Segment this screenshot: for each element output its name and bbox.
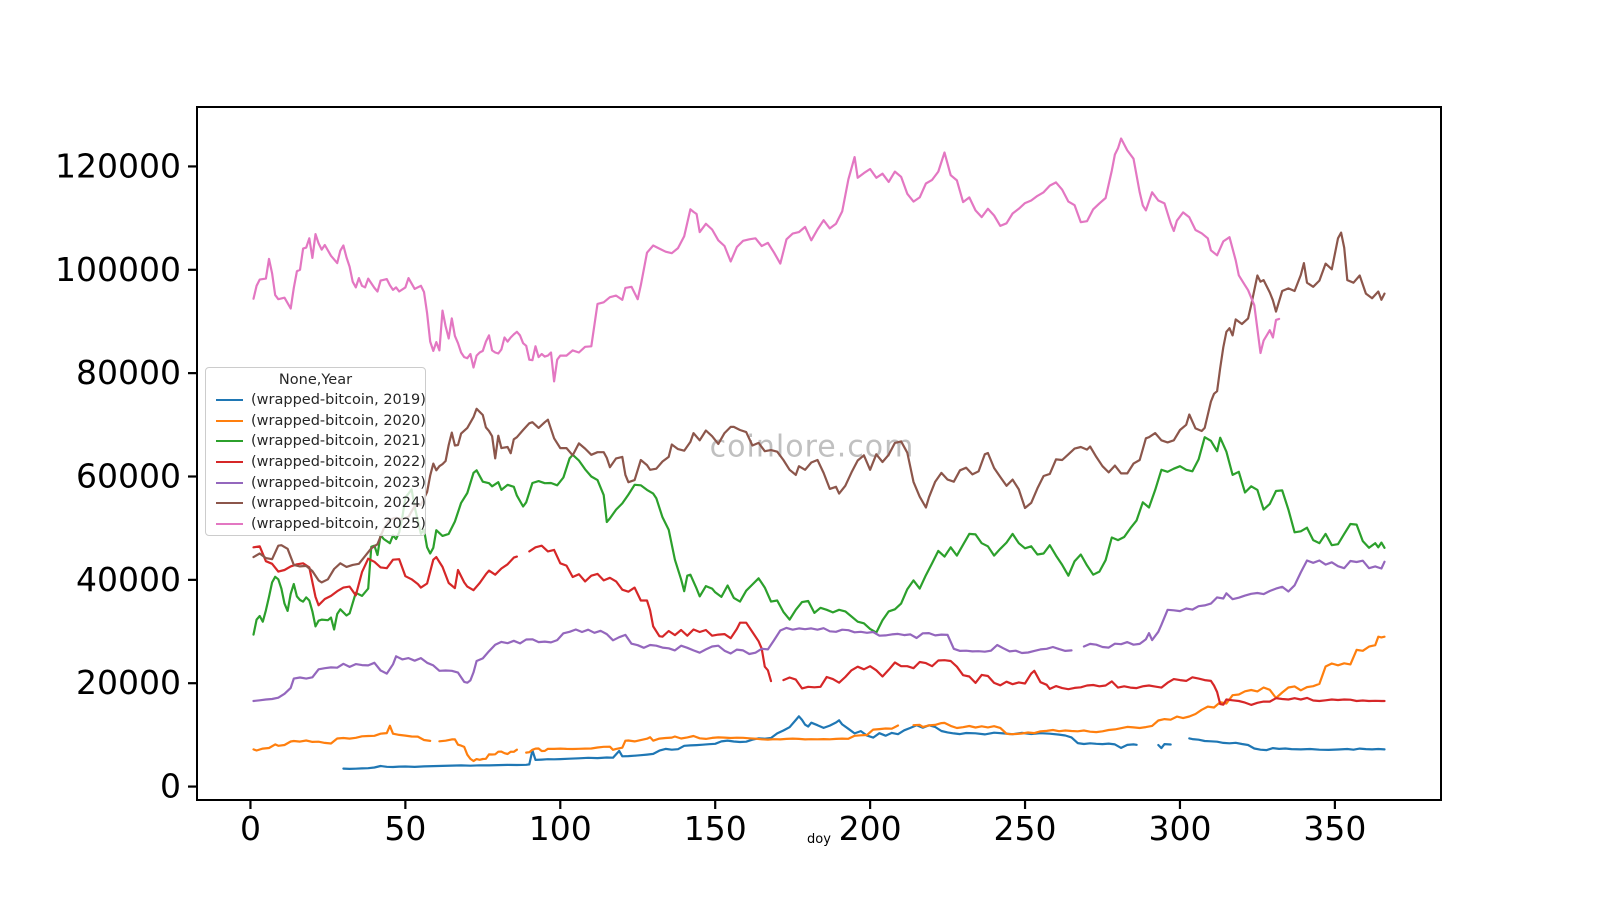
legend-entry-label: (wrapped-bitcoin, 2024) xyxy=(251,495,426,512)
y-tick-label: 0 xyxy=(160,767,181,806)
legend-line-sample xyxy=(216,440,243,443)
plot-frame xyxy=(196,106,1442,801)
x-tick-label: 50 xyxy=(384,809,426,848)
series-line-2021 xyxy=(252,436,1386,636)
legend-entry-label: (wrapped-bitcoin, 2022) xyxy=(251,454,426,471)
x-tick-label: 100 xyxy=(529,809,592,848)
legend-line-sample xyxy=(216,399,243,402)
series-line-2022 xyxy=(782,659,1386,707)
legend-entry: (wrapped-bitcoin, 2020) xyxy=(206,411,426,432)
legend-line-sample xyxy=(216,419,243,422)
legend-line-sample xyxy=(216,522,243,525)
legend-entries: (wrapped-bitcoin, 2019) (wrapped-bitcoin,… xyxy=(206,390,426,535)
legend-line-sample xyxy=(216,461,243,464)
legend-entry: (wrapped-bitcoin, 2024) xyxy=(206,493,426,514)
legend-entry: (wrapped-bitcoin, 2021) xyxy=(206,431,426,452)
x-tick-label: 300 xyxy=(1148,809,1211,848)
series-line-2024 xyxy=(252,231,1386,584)
x-tick-label: 150 xyxy=(684,809,747,848)
series-line-2020 xyxy=(525,724,900,754)
y-tick-label: 60000 xyxy=(76,456,181,495)
legend-entry: (wrapped-bitcoin, 2023) xyxy=(206,472,426,493)
series-line-2020 xyxy=(438,738,519,763)
legend-entry-label: (wrapped-bitcoin, 2023) xyxy=(251,474,426,491)
series-line-2019 xyxy=(1188,737,1386,752)
x-tick-label: 350 xyxy=(1303,809,1366,848)
legend-entry: (wrapped-bitcoin, 2019) xyxy=(206,390,426,411)
legend-entry-label: (wrapped-bitcoin, 2019) xyxy=(251,392,426,409)
x-tick-label: 0 xyxy=(240,809,261,848)
legend: None,Year (wrapped-bitcoin, 2019) (wrappe… xyxy=(205,367,426,536)
legend-entry-label: (wrapped-bitcoin, 2025) xyxy=(251,515,426,532)
x-tick-label: 250 xyxy=(994,809,1057,848)
legend-entry-label: (wrapped-bitcoin, 2020) xyxy=(251,412,426,429)
y-tick-label: 120000 xyxy=(55,146,181,185)
y-tick-label: 40000 xyxy=(76,560,181,599)
series-line-2022 xyxy=(252,545,519,607)
series-line-2020 xyxy=(252,724,432,752)
legend-line-sample xyxy=(216,502,243,505)
series-line-2023 xyxy=(252,626,1073,703)
y-tick-label: 20000 xyxy=(76,663,181,702)
series-line-2019 xyxy=(1157,742,1172,750)
series-line-2023 xyxy=(1082,559,1386,649)
legend-title: None,Year xyxy=(278,372,353,388)
x-axis-label: doy xyxy=(807,832,831,847)
legend-line-sample xyxy=(216,481,243,484)
legend-entry: (wrapped-bitcoin, 2025) xyxy=(206,514,426,535)
series-line-2020 xyxy=(912,635,1386,736)
series-line-2025 xyxy=(252,137,1281,383)
y-tick-label: 100000 xyxy=(55,250,181,289)
series-line-2022 xyxy=(528,544,773,683)
legend-entry: (wrapped-bitcoin, 2022) xyxy=(206,452,426,473)
legend-entry-label: (wrapped-bitcoin, 2021) xyxy=(251,433,426,450)
y-tick-label: 80000 xyxy=(76,353,181,392)
x-tick-label: 200 xyxy=(839,809,902,848)
series-line-2019 xyxy=(342,715,1138,771)
